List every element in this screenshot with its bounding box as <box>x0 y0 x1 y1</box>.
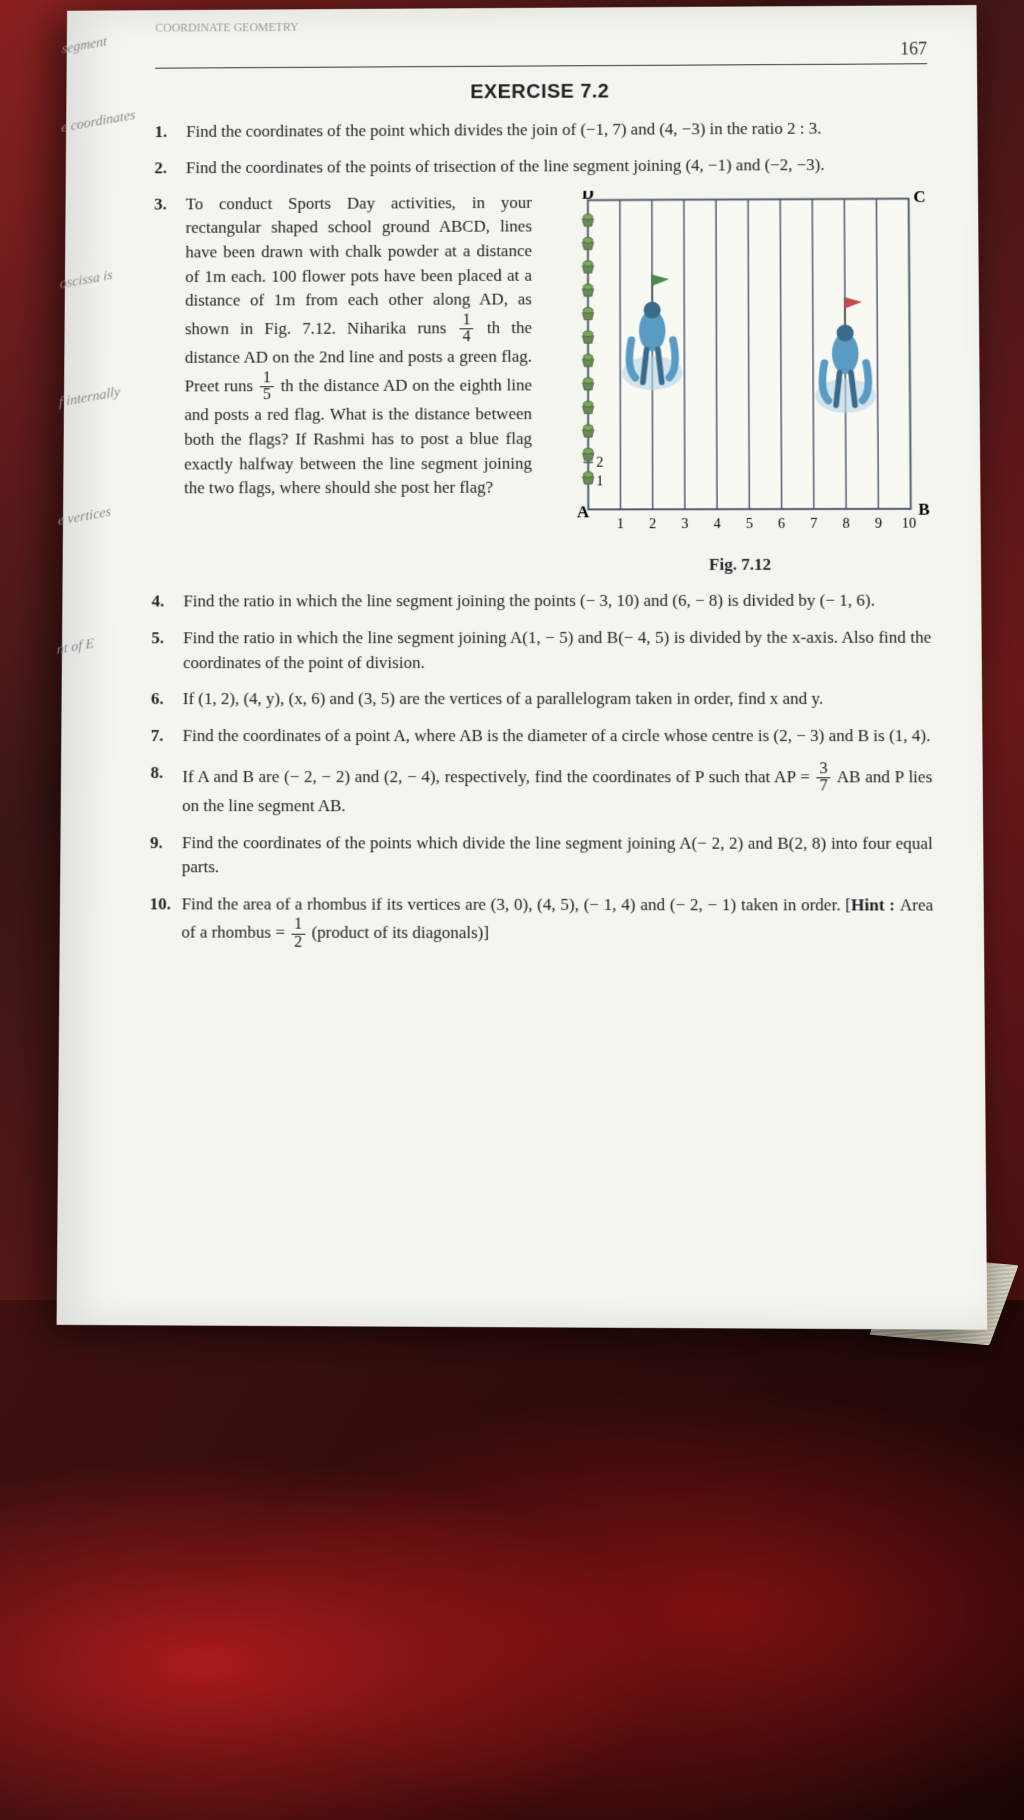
question-1: Find the coordinates of the point which … <box>155 117 928 145</box>
svg-text:1: 1 <box>617 516 624 532</box>
fraction-1-2: 1 2 <box>291 917 305 951</box>
question-10: Find the area of a rhombus if its vertic… <box>149 892 933 952</box>
spine-label: oscissa is <box>60 266 113 295</box>
corner-A: A <box>577 502 590 521</box>
svg-text:9: 9 <box>875 515 882 531</box>
question-3-text: To conduct Sports Day activities, in you… <box>184 191 532 578</box>
svg-text:3: 3 <box>681 516 688 532</box>
question-8: If A and B are (− 2, − 2) and (2, − 4), … <box>150 761 932 820</box>
corner-D: D <box>582 189 594 202</box>
svg-text:10: 10 <box>902 515 916 531</box>
svg-text:5: 5 <box>746 516 753 532</box>
question-text: Find the coordinates of the point which … <box>186 119 821 141</box>
textbook-page: segment e coordinates oscissa is f inter… <box>57 5 988 1330</box>
question-7: Find the coordinates of a point A, where… <box>151 724 932 749</box>
question-3: To conduct Sports Day activities, in you… <box>152 189 931 578</box>
question-9: Find the coordinates of the points which… <box>150 831 933 881</box>
spine-label: e coordinates <box>61 106 136 139</box>
figure-caption: Fig. 7.12 <box>550 552 931 577</box>
question-text: If (1, 2), (4, y), (x, 6) and (3, 5) are… <box>183 689 823 708</box>
question-text: Find the ratio in which the line segment… <box>183 591 875 611</box>
question-6: If (1, 2), (4, y), (x, 6) and (3, 5) are… <box>151 687 932 712</box>
question-2: Find the coordinates of the points of tr… <box>154 153 928 181</box>
background-fabric <box>0 1300 1024 1820</box>
question-5: Find the ratio in which the line segment… <box>151 626 931 676</box>
question-text: Find the ratio in which the line segment… <box>183 628 931 672</box>
corner-C: C <box>913 189 925 206</box>
fraction-1-5: 1 5 <box>260 370 274 403</box>
svg-text:1: 1 <box>596 474 603 490</box>
question-text: Find the coordinates of a point A, where… <box>183 726 931 745</box>
corner-B: B <box>918 499 930 518</box>
question-text: Find the coordinates of the points of tr… <box>186 155 825 177</box>
question-list: Find the coordinates of the point which … <box>149 117 933 952</box>
svg-text:4: 4 <box>714 516 721 532</box>
spine-label: segment <box>62 33 108 61</box>
exercise-title: EXERCISE 7.2 <box>155 76 928 109</box>
sports-ground-diagram: D C A B 1 2 3 4 5 6 7 8 <box>550 189 931 547</box>
spine-label: f internally <box>59 383 121 414</box>
svg-text:6: 6 <box>778 516 785 532</box>
spine-label: nt of E <box>57 634 95 661</box>
svg-text:8: 8 <box>843 516 850 532</box>
question-4: Find the ratio in which the line segment… <box>152 589 932 614</box>
question-text: Find the coordinates of the points which… <box>182 833 933 877</box>
page-number: 167 <box>155 36 927 66</box>
svg-text:2: 2 <box>649 516 656 532</box>
hint-label: Hint : <box>851 895 900 914</box>
fraction-3-7: 3 7 <box>817 761 831 795</box>
spine-label: e vertices <box>58 503 111 532</box>
chapter-header-remnant: COORDINATE GEOMETRY <box>155 15 927 37</box>
figure-7-12: D C A B 1 2 3 4 5 6 7 8 <box>550 189 931 578</box>
svg-text:2: 2 <box>596 455 603 471</box>
fraction-1-4: 1 4 <box>460 312 474 345</box>
svg-text:7: 7 <box>810 516 817 532</box>
